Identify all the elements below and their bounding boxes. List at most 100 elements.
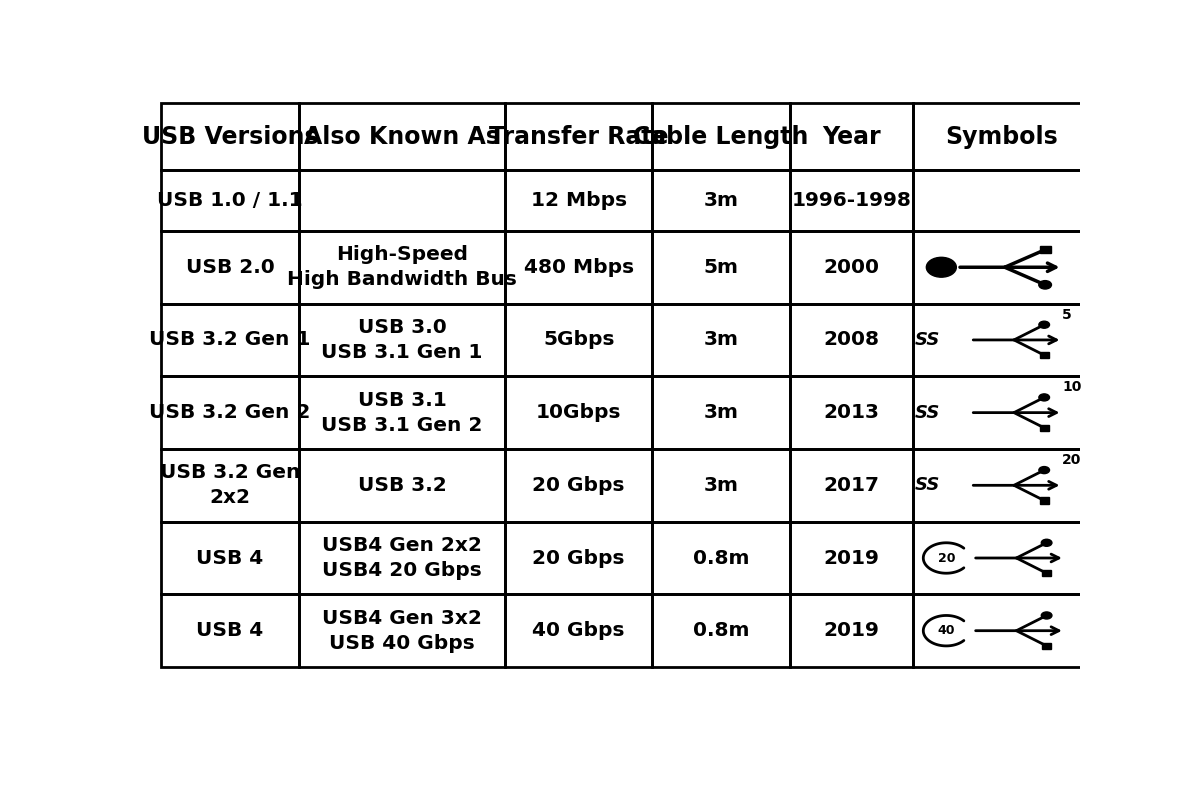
Text: 0.8m: 0.8m bbox=[692, 621, 749, 640]
Bar bbox=[299, 594, 505, 667]
Bar bbox=[505, 376, 653, 449]
Text: SS: SS bbox=[914, 404, 940, 422]
Text: USB 3.0
USB 3.1 Gen 1: USB 3.0 USB 3.1 Gen 1 bbox=[322, 318, 482, 362]
Text: SS: SS bbox=[914, 331, 940, 349]
Bar bbox=[1039, 425, 1049, 431]
Text: Year: Year bbox=[822, 125, 881, 149]
Circle shape bbox=[1039, 466, 1050, 474]
Text: USB 3.2 Gen
2x2: USB 3.2 Gen 2x2 bbox=[160, 463, 300, 507]
Text: 3m: 3m bbox=[703, 476, 738, 495]
Text: USB 3.2 Gen 2: USB 3.2 Gen 2 bbox=[149, 403, 311, 422]
Bar bbox=[161, 522, 299, 594]
Text: USB4 Gen 3x2
USB 40 Gbps: USB4 Gen 3x2 USB 40 Gbps bbox=[322, 609, 482, 653]
Circle shape bbox=[1039, 281, 1051, 289]
Bar bbox=[505, 522, 653, 594]
Bar bbox=[1039, 498, 1049, 503]
Bar bbox=[653, 594, 790, 667]
Text: 10: 10 bbox=[1062, 380, 1081, 394]
Text: Transfer Rate: Transfer Rate bbox=[488, 125, 668, 149]
Bar bbox=[299, 231, 505, 303]
Bar bbox=[913, 170, 1091, 231]
Bar bbox=[913, 103, 1091, 170]
Bar bbox=[913, 594, 1091, 667]
Circle shape bbox=[926, 258, 956, 277]
Bar bbox=[653, 103, 790, 170]
Text: USB 1.0 / 1.1: USB 1.0 / 1.1 bbox=[157, 191, 302, 210]
Bar bbox=[161, 303, 299, 376]
Bar bbox=[653, 303, 790, 376]
Text: 3m: 3m bbox=[703, 191, 738, 210]
Bar bbox=[505, 170, 653, 231]
Text: 2008: 2008 bbox=[823, 330, 880, 350]
Bar bbox=[790, 376, 913, 449]
Bar bbox=[653, 376, 790, 449]
Bar bbox=[653, 522, 790, 594]
Text: 5: 5 bbox=[1062, 307, 1072, 322]
Text: 3m: 3m bbox=[703, 330, 738, 350]
Text: USB 3.2 Gen 1: USB 3.2 Gen 1 bbox=[149, 330, 311, 350]
Text: 10Gbps: 10Gbps bbox=[536, 403, 622, 422]
Text: USB 4: USB 4 bbox=[197, 621, 264, 640]
Circle shape bbox=[1039, 394, 1050, 401]
Bar bbox=[790, 170, 913, 231]
Bar bbox=[505, 231, 653, 303]
Text: High-Speed
High Bandwidth Bus: High-Speed High Bandwidth Bus bbox=[287, 246, 517, 290]
Bar bbox=[1042, 570, 1051, 576]
Text: 1996-1998: 1996-1998 bbox=[791, 191, 911, 210]
Text: 2013: 2013 bbox=[823, 403, 880, 422]
Circle shape bbox=[1039, 321, 1050, 328]
Bar bbox=[161, 170, 299, 231]
Text: 12 Mbps: 12 Mbps bbox=[530, 191, 626, 210]
Bar bbox=[299, 376, 505, 449]
Circle shape bbox=[1042, 539, 1052, 546]
Bar bbox=[653, 449, 790, 522]
Text: 20: 20 bbox=[1062, 453, 1081, 467]
Text: 480 Mbps: 480 Mbps bbox=[523, 258, 634, 277]
Bar bbox=[790, 231, 913, 303]
Text: USB 4: USB 4 bbox=[197, 549, 264, 567]
Text: 2000: 2000 bbox=[823, 258, 880, 277]
Bar bbox=[299, 170, 505, 231]
Text: USB 2.0: USB 2.0 bbox=[186, 258, 275, 277]
Text: 40 Gbps: 40 Gbps bbox=[533, 621, 625, 640]
Text: 5m: 5m bbox=[703, 258, 738, 277]
Text: 0.8m: 0.8m bbox=[692, 549, 749, 567]
Text: 2019: 2019 bbox=[823, 621, 880, 640]
Bar bbox=[1039, 352, 1049, 358]
Bar bbox=[913, 303, 1091, 376]
Text: USB Versions: USB Versions bbox=[142, 125, 318, 149]
Text: 20: 20 bbox=[937, 551, 955, 565]
Text: 40: 40 bbox=[937, 624, 955, 637]
Text: 20 Gbps: 20 Gbps bbox=[533, 476, 625, 495]
Bar bbox=[299, 103, 505, 170]
Bar bbox=[161, 449, 299, 522]
Bar bbox=[653, 170, 790, 231]
Text: 2019: 2019 bbox=[823, 549, 880, 567]
Text: USB 3.1
USB 3.1 Gen 2: USB 3.1 USB 3.1 Gen 2 bbox=[322, 390, 482, 434]
Bar bbox=[653, 231, 790, 303]
Bar bbox=[505, 303, 653, 376]
Bar bbox=[913, 231, 1091, 303]
Bar bbox=[299, 522, 505, 594]
Bar bbox=[505, 449, 653, 522]
Bar bbox=[913, 522, 1091, 594]
Bar bbox=[161, 103, 299, 170]
Bar bbox=[161, 594, 299, 667]
Bar bbox=[913, 449, 1091, 522]
Text: 3m: 3m bbox=[703, 403, 738, 422]
Bar bbox=[790, 449, 913, 522]
Circle shape bbox=[1042, 612, 1052, 619]
Bar bbox=[505, 103, 653, 170]
Text: Symbols: Symbols bbox=[946, 125, 1058, 149]
Bar bbox=[1042, 643, 1051, 649]
Text: USB4 Gen 2x2
USB4 20 Gbps: USB4 Gen 2x2 USB4 20 Gbps bbox=[322, 536, 482, 580]
Text: Also Known As: Also Known As bbox=[304, 125, 500, 149]
Text: 2017: 2017 bbox=[823, 476, 880, 495]
Bar bbox=[790, 103, 913, 170]
Text: 5Gbps: 5Gbps bbox=[542, 330, 614, 350]
Bar bbox=[790, 303, 913, 376]
Text: USB 3.2: USB 3.2 bbox=[358, 476, 446, 495]
Bar bbox=[299, 449, 505, 522]
Bar bbox=[790, 594, 913, 667]
Text: Cable Length: Cable Length bbox=[634, 125, 809, 149]
